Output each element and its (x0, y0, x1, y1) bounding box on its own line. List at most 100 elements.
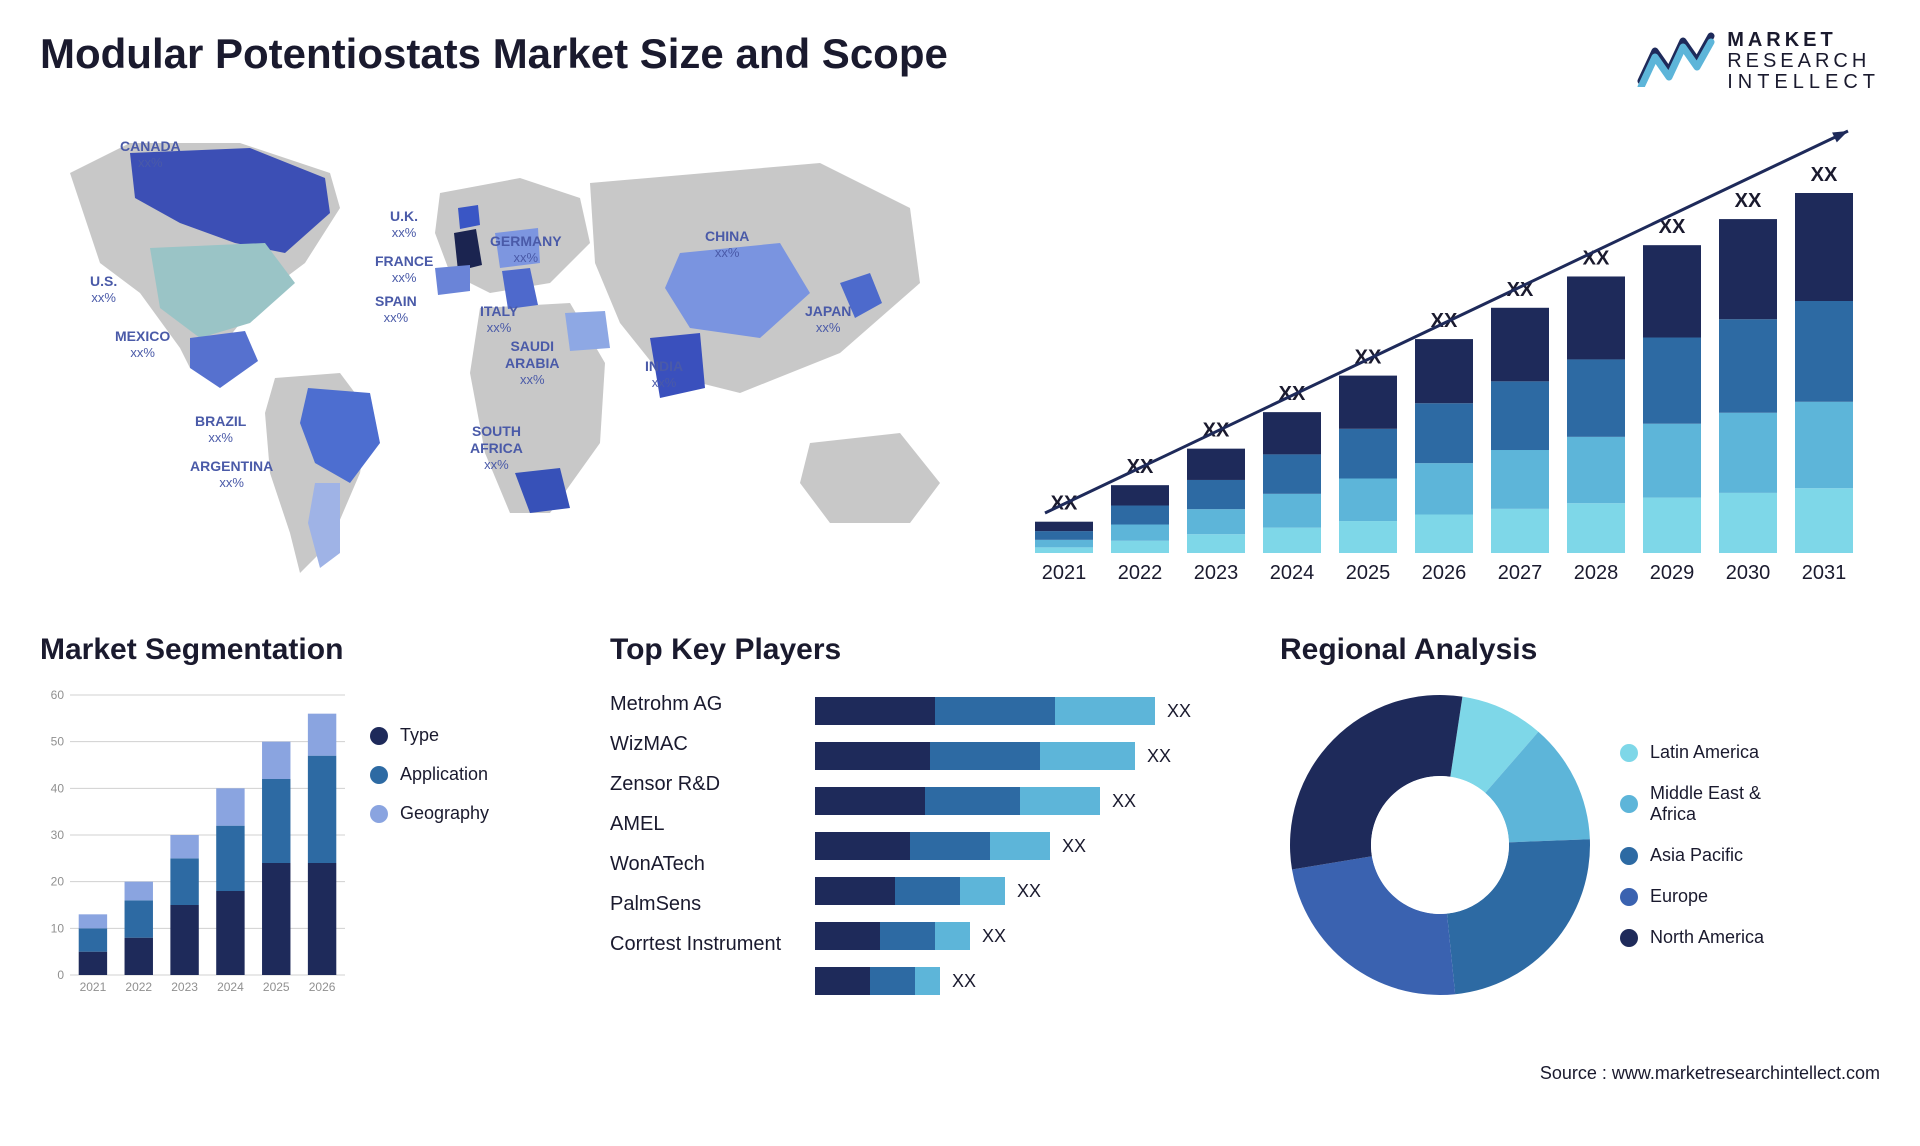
player-row: XX (815, 787, 1250, 815)
svg-text:60: 60 (51, 688, 65, 702)
svg-text:2022: 2022 (1118, 562, 1163, 584)
player-bar-segment (990, 832, 1050, 860)
legend-item: Europe (1620, 886, 1764, 907)
player-bar (815, 697, 1155, 725)
segmentation-panel: Market Segmentation 0 10 20 30 40 50 60 2021 202… (40, 633, 580, 1053)
player-bar-segment (910, 832, 990, 860)
player-row: XX (815, 967, 1250, 995)
legend-item: Geography (370, 803, 489, 824)
bottom-row: Market Segmentation 0 10 20 30 40 50 60 2021 202… (40, 633, 1880, 1053)
player-bar (815, 967, 940, 995)
player-name: PalmSens (610, 893, 800, 916)
player-row: XX (815, 832, 1250, 860)
svg-text:2024: 2024 (1270, 562, 1315, 584)
player-bar-segment (815, 922, 880, 950)
page-title: Modular Potentiostats Market Size and Sc… (40, 30, 948, 78)
key-players-panel: Top Key Players Metrohm AGWizMACZensor R… (610, 633, 1250, 1053)
player-bar-segment (815, 832, 910, 860)
player-bar-segment (1040, 742, 1135, 770)
legend-swatch (370, 766, 388, 784)
map-label: U.K.xx% (390, 208, 418, 240)
legend-label: Latin America (1650, 742, 1759, 763)
player-value: XX (1167, 701, 1191, 722)
map-label: BRAZILxx% (195, 413, 246, 445)
player-value: XX (982, 926, 1006, 947)
player-name: WonATech (610, 853, 800, 876)
legend-swatch (1620, 795, 1638, 813)
map-label: ARGENTINAxx% (190, 458, 273, 490)
player-value: XX (952, 971, 976, 992)
player-bar (815, 832, 1050, 860)
svg-text:2025: 2025 (1346, 562, 1391, 584)
svg-text:XX: XX (1735, 190, 1762, 212)
legend-label: North America (1650, 927, 1764, 948)
header: Modular Potentiostats Market Size and Sc… (40, 30, 1880, 93)
svg-text:50: 50 (51, 735, 65, 749)
player-value: XX (1017, 881, 1041, 902)
growth-chart-svg: XX2021XX2022XX2023XX2024XX2025XX2026XX20… (1020, 113, 1870, 603)
segmentation-title: Market Segmentation (40, 633, 580, 667)
source-text: Source : www.marketresearchintellect.com (40, 1063, 1880, 1084)
player-bar-segment (815, 742, 930, 770)
legend-swatch (370, 805, 388, 823)
svg-text:2024: 2024 (217, 980, 244, 994)
segmentation-chart: 0102030405060202120222023202420252026 (40, 685, 350, 1005)
player-row: XX (815, 922, 1250, 950)
map-label: JAPANxx% (805, 303, 851, 335)
regional-panel: Regional Analysis Latin America Middle Ea… (1280, 633, 1880, 1053)
player-labels: Metrohm AGWizMACZensor R&DAMELWonATechPa… (610, 685, 800, 995)
svg-text:2021: 2021 (80, 980, 107, 994)
player-bar-segment (880, 922, 935, 950)
player-name: Metrohm AG (610, 693, 800, 716)
map-label: MEXICOxx% (115, 328, 170, 360)
player-bar-segment (815, 877, 895, 905)
legend-swatch (1620, 744, 1638, 762)
legend-label: Asia Pacific (1650, 845, 1743, 866)
map-label: CANADAxx% (120, 138, 181, 170)
legend-label: Application (400, 764, 488, 785)
svg-text:2030: 2030 (1726, 562, 1771, 584)
svg-text:XX: XX (1811, 164, 1838, 186)
svg-text:2023: 2023 (171, 980, 198, 994)
legend-item: Middle East &Africa (1620, 783, 1764, 825)
player-bar-segment (915, 967, 940, 995)
map-label: SOUTHAFRICAxx% (470, 423, 523, 472)
player-bar-segment (895, 877, 960, 905)
player-name: WizMAC (610, 733, 800, 756)
svg-text:2031: 2031 (1802, 562, 1847, 584)
player-bar-segment (925, 787, 1020, 815)
svg-text:2021: 2021 (1042, 562, 1087, 584)
regional-title: Regional Analysis (1280, 633, 1880, 667)
key-players-title: Top Key Players (610, 633, 1250, 667)
legend-swatch (1620, 929, 1638, 947)
map-label: SPAINxx% (375, 293, 417, 325)
legend-swatch (1620, 847, 1638, 865)
svg-text:2026: 2026 (309, 980, 336, 994)
player-bar (815, 742, 1135, 770)
world-map: CANADAxx%U.S.xx%MEXICOxx%BRAZILxx%ARGENT… (40, 113, 990, 603)
svg-text:20: 20 (51, 875, 65, 889)
regional-donut (1280, 685, 1600, 1005)
svg-text:2028: 2028 (1574, 562, 1619, 584)
svg-text:30: 30 (51, 828, 65, 842)
svg-text:0: 0 (57, 968, 64, 982)
svg-text:40: 40 (51, 781, 65, 795)
legend-swatch (370, 727, 388, 745)
player-bar-segment (960, 877, 1005, 905)
player-bar-segment (870, 967, 915, 995)
map-label: ITALYxx% (480, 303, 518, 335)
player-bars: XX XX XX XX XX XX XX (815, 685, 1250, 995)
legend-item: Asia Pacific (1620, 845, 1764, 866)
map-label: INDIAxx% (645, 358, 683, 390)
player-row: XX (815, 742, 1250, 770)
svg-text:10: 10 (51, 921, 65, 935)
player-row: XX (815, 697, 1250, 725)
player-bar-segment (1020, 787, 1100, 815)
segmentation-legend: TypeApplicationGeography (370, 685, 489, 1005)
player-bar-segment (930, 742, 1040, 770)
legend-label: Europe (1650, 886, 1708, 907)
player-bar-segment (815, 787, 925, 815)
legend-label: Geography (400, 803, 489, 824)
map-label: FRANCExx% (375, 253, 433, 285)
top-row: CANADAxx%U.S.xx%MEXICOxx%BRAZILxx%ARGENT… (40, 113, 1880, 603)
